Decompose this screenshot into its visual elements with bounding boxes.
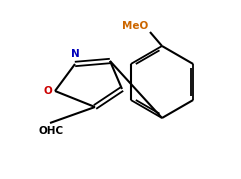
- Text: O: O: [44, 86, 52, 96]
- Text: N: N: [71, 49, 79, 59]
- Text: MeO: MeO: [122, 21, 148, 31]
- Text: OHC: OHC: [38, 126, 63, 136]
